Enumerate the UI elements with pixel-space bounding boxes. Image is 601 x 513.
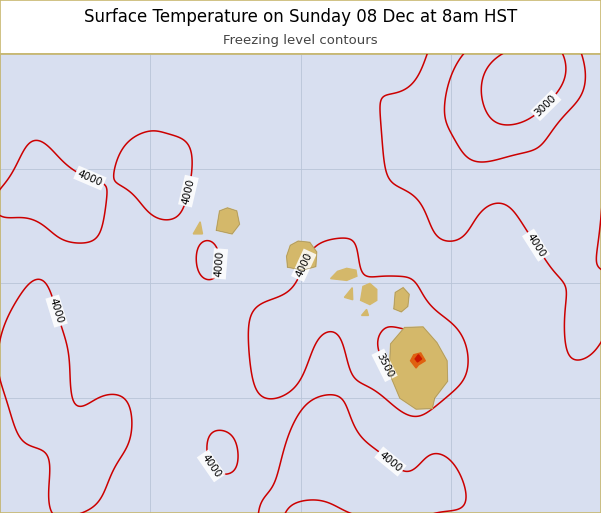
Text: 4000: 4000 [180, 177, 197, 205]
Polygon shape [394, 288, 409, 312]
Polygon shape [194, 222, 203, 234]
Text: Freezing level contours: Freezing level contours [223, 34, 378, 47]
Polygon shape [362, 309, 368, 315]
Text: 4000: 4000 [214, 250, 226, 277]
Polygon shape [389, 327, 448, 409]
Text: 4000: 4000 [525, 231, 548, 259]
Polygon shape [410, 353, 426, 368]
Text: Surface Temperature on Sunday 08 Dec at 8am HST: Surface Temperature on Sunday 08 Dec at … [84, 8, 517, 26]
Text: 4000: 4000 [294, 251, 314, 279]
Text: 3000: 3000 [533, 93, 558, 118]
Text: 4000: 4000 [48, 297, 66, 325]
Polygon shape [216, 208, 239, 234]
Text: 3500: 3500 [374, 351, 395, 379]
Text: 4000: 4000 [76, 168, 104, 188]
Polygon shape [361, 284, 377, 305]
Polygon shape [287, 241, 317, 270]
Text: 3500: 3500 [508, 16, 536, 35]
Text: 4000: 4000 [377, 449, 404, 473]
Text: 4000: 4000 [200, 452, 223, 480]
Polygon shape [344, 288, 353, 300]
Polygon shape [331, 268, 357, 281]
Polygon shape [415, 354, 422, 362]
